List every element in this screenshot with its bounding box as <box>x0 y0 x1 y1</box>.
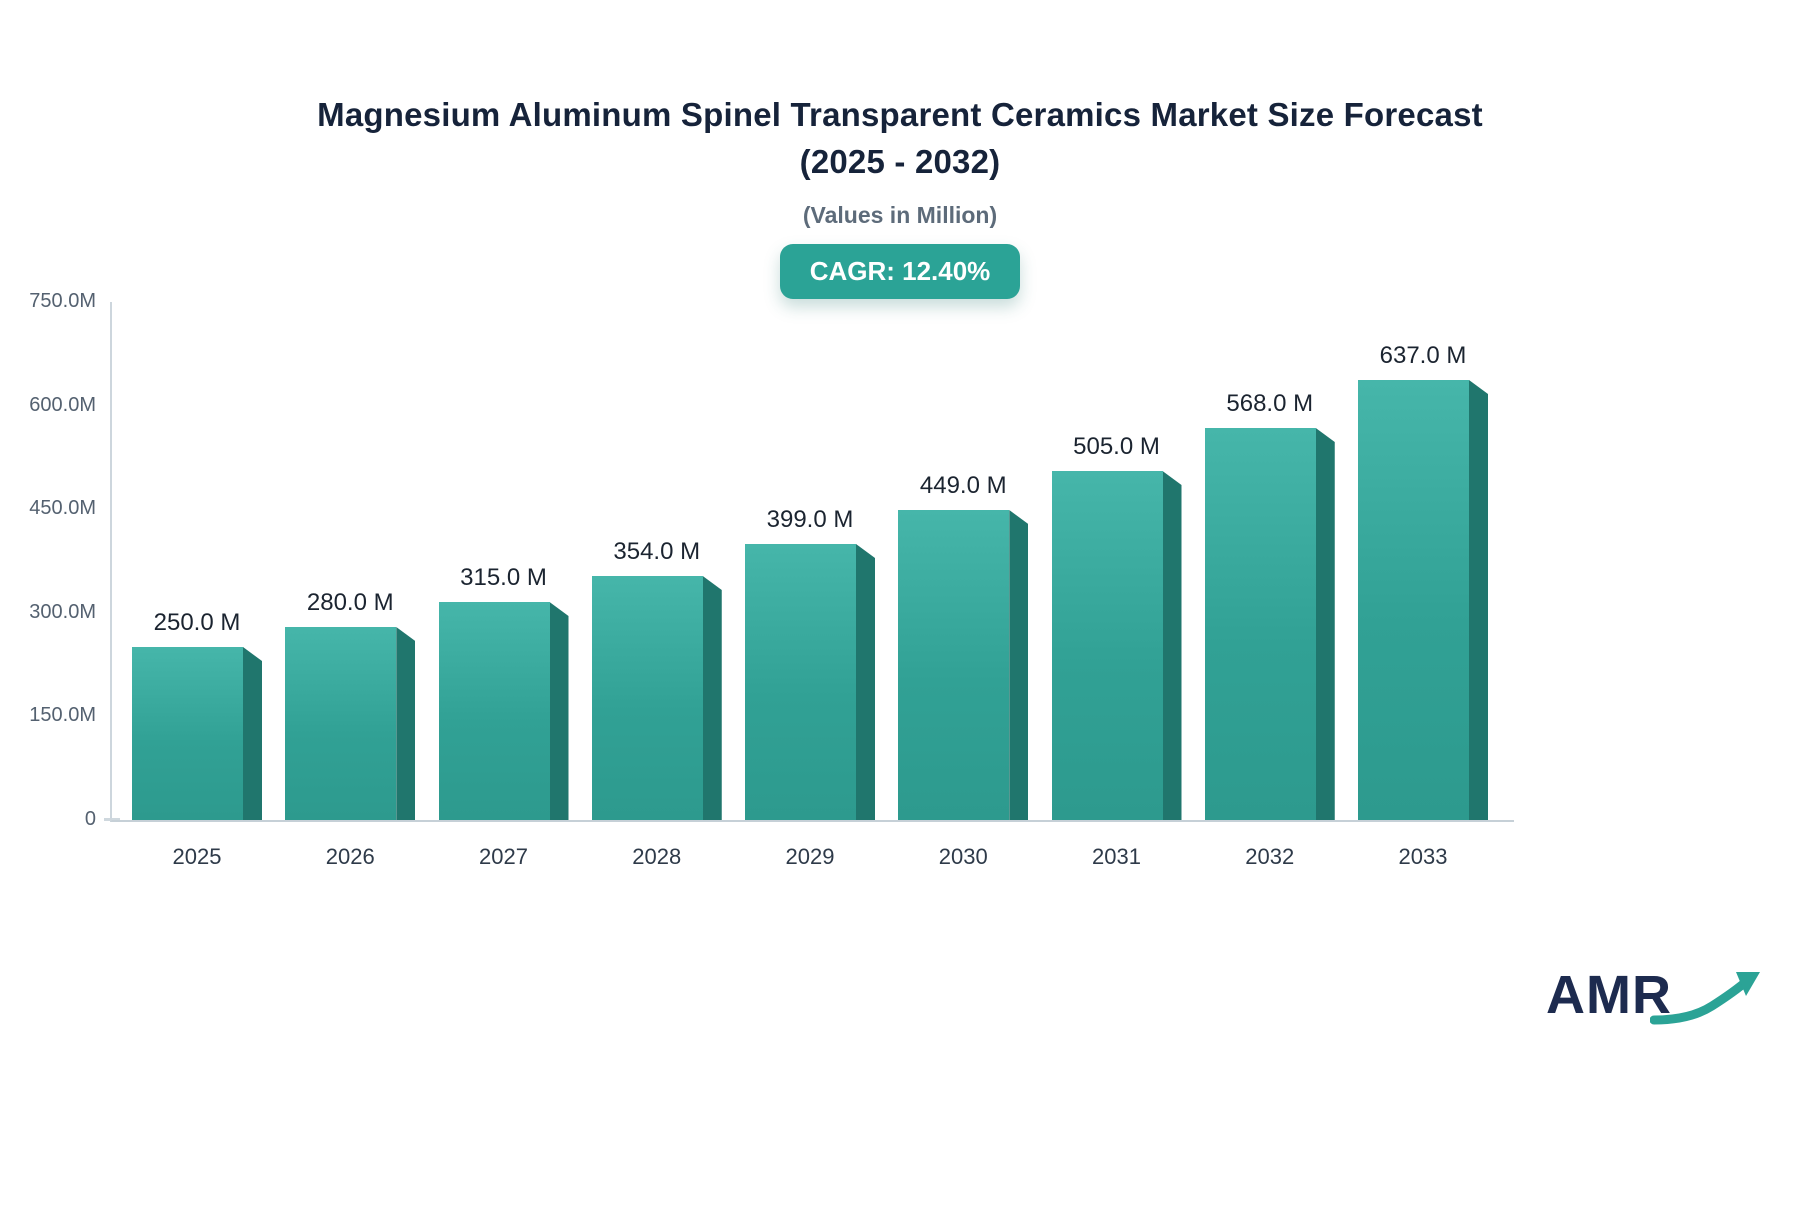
bar-group-2033: 637.0 M 2033 <box>1358 342 1488 869</box>
bar-2029[interactable] <box>745 544 875 820</box>
bar-2027[interactable] <box>438 602 569 820</box>
bar-front-face <box>438 602 550 820</box>
bar-value-label: 505.0 M <box>1073 433 1160 460</box>
bar-side-face <box>1469 380 1488 820</box>
bar-group-2027: 315.0 M 2027 <box>438 564 569 869</box>
bar-value-label: 250.0 M <box>153 609 241 636</box>
x-axis-label-2031: 2031 <box>1092 844 1141 869</box>
zero-tick-mark <box>104 818 120 821</box>
y-axis-label-600: 600.0M <box>29 394 96 416</box>
bar-group-2025: 250.0 M 2025 <box>132 609 262 869</box>
bar-value-label: 280.0 M <box>306 589 394 616</box>
bar-front-face <box>898 510 1010 820</box>
bar-front-face <box>745 544 856 820</box>
bar-side-face <box>1315 428 1335 820</box>
chart-subtitle: (Values in Million) <box>802 201 998 228</box>
bar-side-face <box>549 602 569 820</box>
bar-2032[interactable] <box>1204 428 1335 820</box>
bar-front-face <box>1051 471 1163 820</box>
bar-side-face <box>1162 471 1182 820</box>
bar-front-face <box>1358 380 1469 820</box>
x-axis-label-2033: 2033 <box>1398 844 1448 869</box>
chart-header: Magnesium Aluminum Spinel Transparent Ce… <box>0 0 1800 299</box>
bar-value-label: 315.0 M <box>460 564 547 591</box>
x-axis-label-2029: 2029 <box>785 844 835 869</box>
bar-2033[interactable] <box>1358 380 1488 820</box>
bar-side-face <box>702 576 722 820</box>
amr-logo-text: AMR <box>1546 965 1672 1025</box>
chart-title: Magnesium Aluminum Spinel Transparent Ce… <box>317 96 1483 180</box>
bar-2028[interactable] <box>591 576 722 820</box>
y-axis: 750.0M 600.0M 450.0M 300.0M 150.0M 0 <box>0 290 96 830</box>
bar-2025[interactable] <box>132 647 262 820</box>
bar-value-label: 568.0 M <box>1226 390 1314 417</box>
bar-front-face <box>132 647 243 820</box>
cagr-badge: CAGR: 12.40% <box>779 243 1021 299</box>
bar-group-2026: 280.0 M 2026 <box>285 589 416 869</box>
bar-front-face <box>285 627 397 820</box>
y-axis-label-0: 0 <box>84 808 96 830</box>
bar-side-face <box>243 647 262 820</box>
plot-area: 250.0 M 2025 280.0 M 2026 315.0 M 2027 354.0 M… <box>110 302 1514 869</box>
x-axis-label-2027: 2027 <box>479 844 528 869</box>
x-axis-label-2025: 2025 <box>172 844 222 869</box>
amr-logo: AMR <box>1546 964 1760 1034</box>
bar-group-2031: 505.0 M 2031 <box>1051 433 1182 869</box>
bar-value-label: 399.0 M <box>766 506 854 533</box>
bar-front-face <box>1204 428 1316 820</box>
bar-value-label: 354.0 M <box>613 538 701 565</box>
bar-group-2030: 449.0 M 2030 <box>898 472 1029 869</box>
bar-value-label: 449.0 M <box>919 472 1007 499</box>
bars-container: 250.0 M 2025 280.0 M 2026 315.0 M 2027 354.0 M… <box>112 302 1514 869</box>
bar-side-face <box>856 544 875 820</box>
bar-group-2029: 399.0 M 2029 <box>745 506 875 869</box>
bar-group-2032: 568.0 M 2032 <box>1204 390 1335 869</box>
bar-front-face <box>591 576 703 820</box>
x-axis-label-2028: 2028 <box>632 844 682 869</box>
y-axis-label-300: 300.0M <box>29 601 96 623</box>
amr-logo-arrow-icon <box>1650 972 1760 1025</box>
bar-2030[interactable] <box>898 510 1029 820</box>
bar-value-label: 637.0 M <box>1379 342 1467 369</box>
y-axis-label-750: 750.0M <box>29 290 96 312</box>
y-axis-label-150: 150.0M <box>29 704 96 726</box>
x-axis-label-2026: 2026 <box>325 844 375 869</box>
bar-2026[interactable] <box>285 627 416 820</box>
x-axis-label-2030: 2030 <box>938 844 988 869</box>
bar-group-2028: 354.0 M 2028 <box>591 538 722 869</box>
x-axis-label-2032: 2032 <box>1245 844 1295 869</box>
bar-side-face <box>1009 510 1029 820</box>
bar-2031[interactable] <box>1051 471 1182 820</box>
y-axis-label-450: 450.0M <box>29 497 96 519</box>
bar-side-face <box>396 627 416 820</box>
